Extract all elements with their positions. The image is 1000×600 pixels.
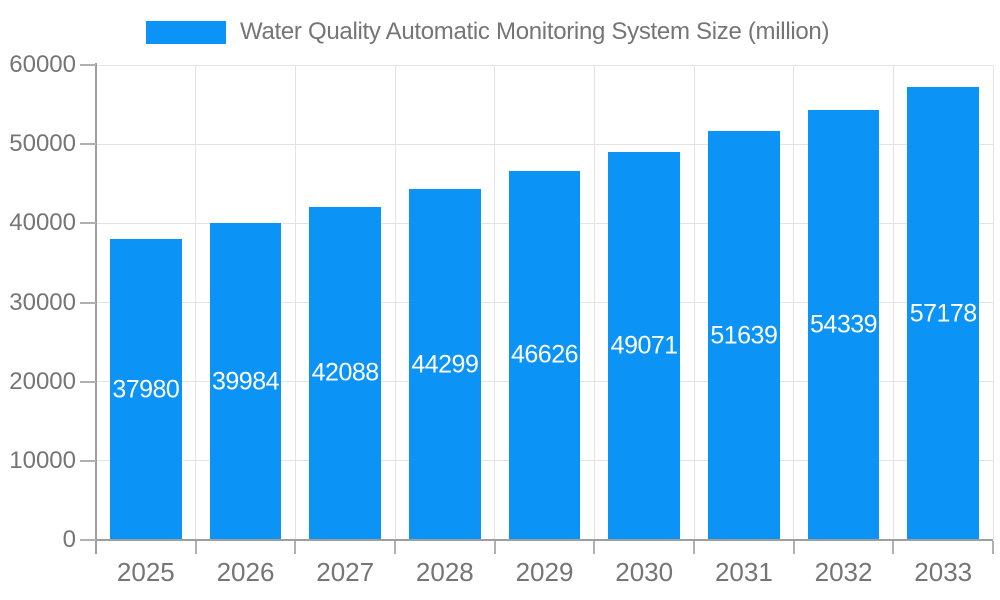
bar-2032[interactable]: 54339 <box>807 109 880 540</box>
y-axis-tick-label: 40000 <box>9 209 76 237</box>
x-axis-tick-mark <box>892 541 895 554</box>
bar-value-label: 57178 <box>909 299 978 328</box>
gridline-vertical <box>394 65 396 540</box>
bar-slot-2028: 44299 <box>395 65 495 540</box>
y-axis-tick-mark <box>80 459 96 462</box>
x-axis-tick-mark <box>294 541 297 554</box>
gridline-vertical <box>992 65 994 540</box>
x-axis-tick-mark <box>394 541 396 554</box>
x-axis-tick-label: 2032 <box>814 557 873 587</box>
bar-slot-2031: 51639 <box>694 65 794 540</box>
bar-2030[interactable]: 49071 <box>608 151 681 540</box>
plot-area: 37980 39984 42088 44299 46626 49071 51639 54339… <box>96 64 994 540</box>
gridline-vertical <box>793 65 795 540</box>
x-axis-tick-label: 2031 <box>714 557 773 587</box>
y-axis-tick-mark <box>80 222 96 225</box>
legend-swatch-icon <box>146 20 226 44</box>
gridline-vertical <box>294 65 296 540</box>
x-axis-tick-label: 2028 <box>415 557 474 587</box>
x-axis-tick-mark <box>992 541 994 554</box>
bar-value-label: 46626 <box>511 340 579 369</box>
bar-2027[interactable]: 42088 <box>309 206 382 540</box>
bar-slot-2030: 49071 <box>594 65 694 540</box>
bar-value-label: 42088 <box>311 358 380 387</box>
bar-slot-2033: 57178 <box>893 65 993 540</box>
legend-item[interactable]: Water Quality Automatic Monitoring Syste… <box>146 10 829 54</box>
gridline-vertical <box>195 65 197 540</box>
bar-2028[interactable]: 44299 <box>408 189 481 540</box>
x-axis-tick-mark <box>194 541 197 554</box>
gridline-vertical <box>892 65 894 540</box>
gridline-vertical <box>693 65 695 540</box>
gridline-horizontal <box>96 143 993 145</box>
y-axis-tick-mark <box>80 539 96 541</box>
x-axis-tick-label: 2033 <box>914 557 973 587</box>
bar-value-label: 51639 <box>710 321 778 350</box>
gridline-horizontal <box>96 64 993 66</box>
x-axis-tick-label: 2026 <box>216 557 275 587</box>
y-axis-tick-label: 10000 <box>9 446 76 474</box>
y-axis-tick-label: 60000 <box>9 51 76 78</box>
x-axis-tick-mark <box>593 541 596 554</box>
x-axis-tick-label: 2027 <box>316 557 375 587</box>
bar-value-label: 54339 <box>810 310 878 339</box>
bar-value-label: 49071 <box>610 331 679 360</box>
y-axis-tick-mark <box>80 64 96 66</box>
bar-2033[interactable]: 57178 <box>907 87 980 540</box>
bar-slot-2025: 37980 <box>96 65 196 540</box>
y-axis-tick-mark <box>80 380 96 383</box>
x-axis-tick-mark <box>493 541 496 554</box>
x-axis-tick-mark <box>792 541 795 554</box>
bar-2031[interactable]: 51639 <box>707 131 780 540</box>
bar-slot-2032: 54339 <box>794 65 894 540</box>
y-axis-tick-mark <box>80 301 96 304</box>
bar-2029[interactable]: 46626 <box>508 170 581 540</box>
x-axis-tick-mark <box>693 541 695 554</box>
legend-label: Water Quality Automatic Monitoring Syste… <box>240 18 830 45</box>
bar-series: 37980 39984 42088 44299 46626 49071 51639 54339… <box>96 65 993 540</box>
bar-slot-2027: 42088 <box>295 65 395 540</box>
bar-value-label: 37980 <box>112 375 180 404</box>
y-axis-tick-label: 50000 <box>9 130 76 158</box>
x-axis-tick-label: 2029 <box>515 557 574 587</box>
y-axis-tick-label: 0 <box>62 526 76 553</box>
x-axis-line <box>88 539 993 541</box>
x-axis: 2025 2026 2027 2028 2029 2030 2031 2032 2033 <box>96 556 993 588</box>
y-axis-tick-label: 30000 <box>9 288 76 316</box>
bar-slot-2026: 39984 <box>196 65 296 540</box>
gridline-vertical <box>593 65 595 540</box>
bar-value-label: 39984 <box>211 367 280 396</box>
y-axis-line <box>95 63 97 554</box>
bar-value-label: 44299 <box>411 350 479 379</box>
bar-slot-2029: 46626 <box>495 65 595 540</box>
bar-2025[interactable]: 37980 <box>109 239 182 540</box>
x-axis-tick-label: 2030 <box>615 557 674 587</box>
x-axis-tick-label: 2025 <box>116 557 175 587</box>
bar-2026[interactable]: 39984 <box>209 223 282 540</box>
y-axis-tick-mark <box>80 143 96 146</box>
y-axis-tick-label: 20000 <box>9 367 76 395</box>
gridline-vertical <box>494 65 496 540</box>
